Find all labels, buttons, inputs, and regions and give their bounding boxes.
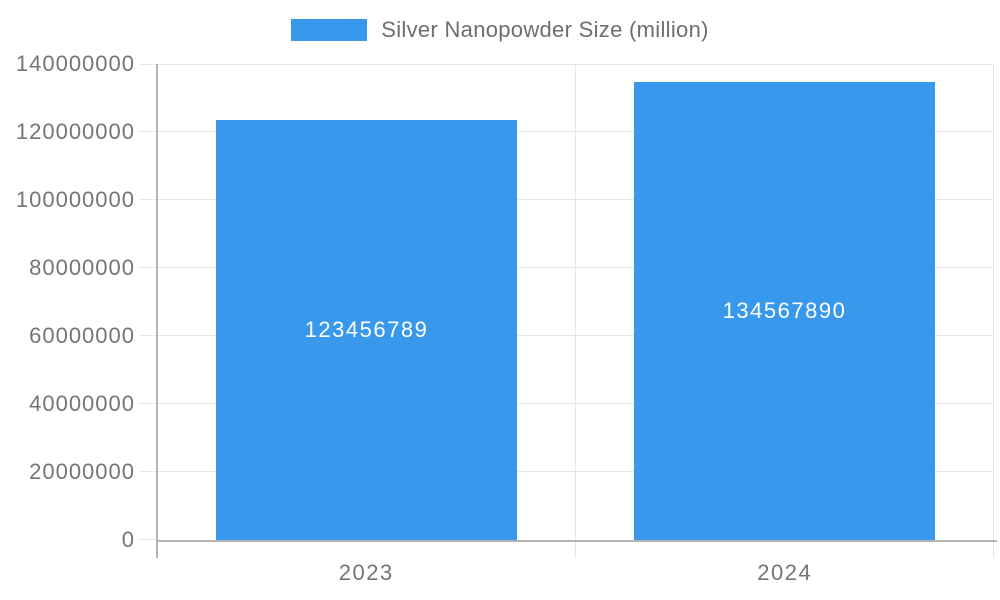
y-axis-tick: [139, 131, 157, 132]
y-axis-tick: [139, 539, 157, 540]
y-axis-tick-label: 120000000: [15, 119, 135, 144]
y-axis-tick-label: 20000000: [29, 459, 135, 484]
y-axis-tick-label: 0: [121, 527, 135, 552]
bar-2024[interactable]: 134567890: [634, 82, 935, 540]
y-axis-line: [156, 64, 158, 558]
category-separator: [993, 64, 994, 558]
y-axis-tick-label: 140000000: [15, 51, 135, 76]
y-axis-tick: [139, 64, 157, 65]
legend-item[interactable]: Silver Nanopowder Size (million): [291, 17, 709, 43]
category-separator: [575, 64, 576, 558]
y-axis-tick: [139, 335, 157, 336]
legend-color-swatch: [291, 19, 368, 41]
bar-2023[interactable]: 123456789: [216, 120, 517, 540]
plot-area: 123456789 134567890: [139, 64, 997, 558]
y-axis-tick-label: 60000000: [29, 323, 135, 348]
bar-value-label: 134567890: [722, 298, 847, 323]
y-axis-tick: [139, 471, 157, 472]
y-axis-tick: [139, 267, 157, 268]
bar-value-label: 123456789: [304, 317, 429, 342]
y-axis-tick-label: 100000000: [15, 187, 135, 212]
x-axis-line: [157, 540, 997, 542]
x-axis-labels: 2023 2024: [157, 560, 994, 590]
y-axis-tick-label: 40000000: [29, 391, 135, 416]
legend-label: Silver Nanopowder Size (million): [381, 17, 709, 42]
y-axis-tick: [139, 403, 157, 404]
x-axis-tick-label: 2024: [757, 560, 813, 585]
y-axis-tick: [139, 199, 157, 200]
chart-legend: Silver Nanopowder Size (million): [0, 17, 1000, 43]
y-axis-tick-label: 80000000: [29, 255, 135, 280]
x-axis-tick-label: 2023: [338, 560, 394, 585]
